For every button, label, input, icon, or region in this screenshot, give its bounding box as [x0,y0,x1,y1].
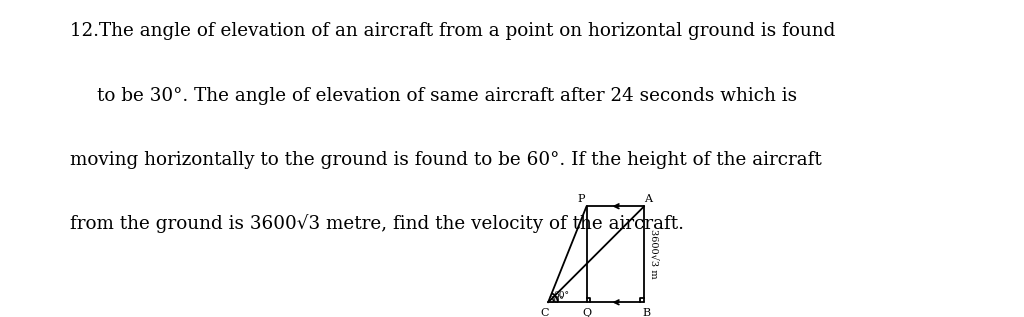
Text: 12.The angle of elevation of an aircraft from a point on horizontal ground is fo: 12.The angle of elevation of an aircraft… [70,22,835,40]
Text: 60°: 60° [553,291,569,300]
Text: B: B [642,308,650,317]
Text: P: P [578,194,585,204]
Text: 30°: 30° [549,296,564,305]
Text: from the ground is 3600√3 metre, find the velocity of the aircraft.: from the ground is 3600√3 metre, find th… [70,214,684,233]
Text: Q: Q [582,308,591,317]
Text: C: C [540,308,549,317]
Text: A: A [644,194,652,204]
Text: moving horizontally to the ground is found to be 60°. If the height of the aircr: moving horizontally to the ground is fou… [70,151,821,169]
Text: 3600√3 m: 3600√3 m [649,230,658,279]
Text: to be 30°. The angle of elevation of same aircraft after 24 seconds which is: to be 30°. The angle of elevation of sam… [97,87,798,105]
